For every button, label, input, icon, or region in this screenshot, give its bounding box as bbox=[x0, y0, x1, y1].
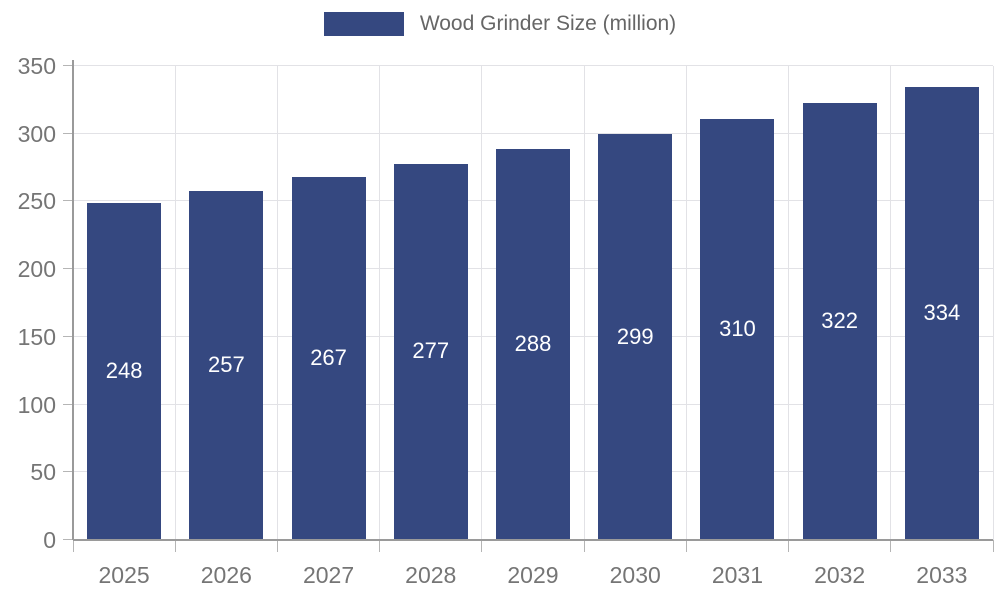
x-axis-tick bbox=[174, 540, 176, 552]
x-axis-tick bbox=[992, 540, 994, 552]
bar-2031[interactable] bbox=[700, 119, 775, 539]
y-axis-tick bbox=[63, 268, 73, 270]
x-axis-tick bbox=[788, 540, 790, 552]
gridline-vertical bbox=[174, 66, 176, 540]
chart-legend[interactable]: Wood Grinder Size (million) bbox=[0, 12, 1000, 36]
bar-2027[interactable] bbox=[291, 177, 366, 539]
gridline-vertical bbox=[890, 66, 892, 540]
y-axis-tick bbox=[63, 335, 73, 337]
bar-value-label: 334 bbox=[923, 299, 961, 325]
bar-value-label: 277 bbox=[412, 338, 450, 364]
y-axis-tick bbox=[63, 65, 73, 66]
y-axis-tick-label: 200 bbox=[17, 256, 56, 283]
x-axis-tick-label: 2030 bbox=[609, 562, 661, 588]
x-axis-tick-label: 2032 bbox=[814, 562, 866, 588]
y-axis-tick bbox=[63, 200, 73, 202]
bar-2028[interactable] bbox=[393, 163, 468, 539]
x-axis-tick-label: 2026 bbox=[200, 562, 252, 588]
x-axis-tick-label: 2028 bbox=[405, 562, 457, 588]
bar-value-label: 288 bbox=[514, 330, 552, 356]
y-axis-tick-label: 0 bbox=[43, 527, 56, 553]
bar-2025[interactable] bbox=[87, 203, 162, 539]
y-axis-tick-label: 350 bbox=[17, 53, 56, 79]
bar-2029[interactable] bbox=[496, 148, 570, 539]
legend-swatch bbox=[323, 12, 404, 36]
x-axis-tick-label: 2031 bbox=[711, 562, 764, 588]
gridline-vertical bbox=[481, 66, 483, 540]
x-axis-tick bbox=[276, 540, 278, 552]
legend-label: Wood Grinder Size (million) bbox=[419, 12, 677, 35]
x-axis-line bbox=[73, 539, 993, 541]
gridline-vertical bbox=[276, 66, 278, 540]
x-axis-tick-label: 2025 bbox=[98, 562, 150, 588]
x-axis-tick bbox=[685, 540, 687, 552]
bar-value-label: 257 bbox=[207, 351, 245, 377]
y-axis-tick-label: 100 bbox=[17, 391, 56, 418]
bar-value-label: 322 bbox=[821, 307, 859, 333]
gridline-vertical bbox=[992, 66, 994, 540]
y-axis-tick-label: 300 bbox=[17, 120, 56, 147]
bar-value-label: 248 bbox=[105, 358, 143, 384]
x-axis-tick-label: 2029 bbox=[507, 562, 559, 588]
gridline-vertical bbox=[788, 66, 790, 540]
gridline-horizontal bbox=[73, 132, 993, 134]
x-axis-tick bbox=[481, 540, 483, 552]
x-axis-tick bbox=[890, 540, 892, 552]
y-axis-tick-label: 50 bbox=[30, 459, 56, 486]
bar-value-label: 310 bbox=[719, 316, 756, 342]
bar-2032[interactable] bbox=[802, 102, 877, 539]
x-axis-tick-label: 2027 bbox=[302, 562, 355, 588]
x-axis-tick bbox=[379, 540, 381, 552]
bar-value-label: 299 bbox=[616, 323, 654, 349]
bar-value-label: 267 bbox=[310, 345, 347, 371]
x-axis-tick-label: 2033 bbox=[916, 562, 968, 588]
y-axis-tick bbox=[63, 132, 73, 134]
y-axis-tick bbox=[63, 539, 73, 540]
gridline-vertical bbox=[379, 66, 381, 540]
y-axis-tick-label: 150 bbox=[17, 323, 56, 350]
y-axis-line bbox=[72, 60, 74, 540]
bar-2033[interactable] bbox=[904, 86, 979, 539]
x-axis-tick bbox=[583, 540, 585, 552]
bar-2030[interactable] bbox=[598, 134, 673, 539]
gridline-vertical bbox=[583, 66, 585, 540]
gridline-horizontal bbox=[73, 65, 993, 66]
y-axis-tick bbox=[63, 403, 73, 405]
bar-2026[interactable] bbox=[189, 190, 264, 539]
y-axis-tick-label: 250 bbox=[17, 188, 56, 215]
y-axis-tick bbox=[63, 471, 73, 473]
x-axis-tick bbox=[72, 540, 74, 552]
gridline-vertical bbox=[685, 66, 687, 540]
